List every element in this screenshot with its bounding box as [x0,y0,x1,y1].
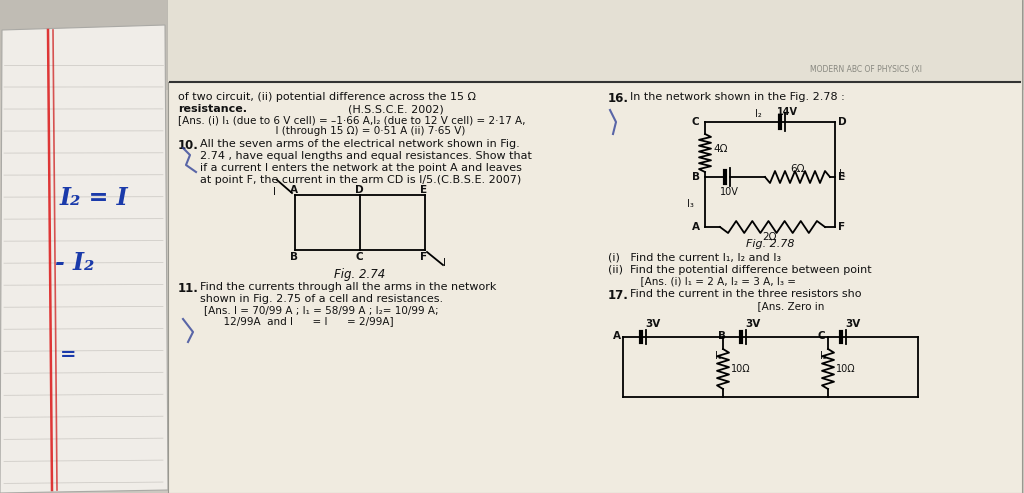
Text: 11.: 11. [178,282,199,295]
Text: I₂: I₂ [755,109,762,119]
Text: shown in Fig. 2.75 of a cell and resistances.: shown in Fig. 2.75 of a cell and resista… [200,294,443,304]
Text: C: C [818,331,825,341]
Text: [Ans. (i) I₁ = 2 A, I₂ = 3 A, I₃ =: [Ans. (i) I₁ = 2 A, I₂ = 3 A, I₃ = [608,276,796,286]
Text: (i)   Find the current I₁, I₂ and I₃: (i) Find the current I₁, I₂ and I₃ [608,253,781,263]
Polygon shape [168,0,1022,82]
Text: D: D [838,117,847,127]
Text: B: B [692,172,700,182]
Text: I: I [273,187,276,197]
Text: 14V: 14V [777,107,798,117]
Text: =: = [60,346,77,364]
Text: 6Ω: 6Ω [790,164,805,174]
Text: - I₂: - I₂ [55,251,94,275]
Text: E: E [421,185,428,195]
Text: of two circuit, (ii) potential difference across the 15 Ω: of two circuit, (ii) potential differenc… [178,92,476,102]
Text: 10Ω: 10Ω [836,364,856,374]
Text: resistance.: resistance. [178,104,247,114]
Text: Find the current in the three resistors sho: Find the current in the three resistors … [630,289,861,299]
Text: 10.: 10. [178,139,199,152]
Text: I: I [443,258,446,268]
Text: 4Ω: 4Ω [713,144,727,154]
Text: [Ans. I = 70/99 A ; I₁ = 58/99 A ; I₂= 10/99 A;: [Ans. I = 70/99 A ; I₁ = 58/99 A ; I₂= 1… [178,305,438,315]
Text: 10V: 10V [720,187,739,197]
Text: 10Ω: 10Ω [731,364,751,374]
Text: I₂: I₂ [820,351,826,361]
Text: All the seven arms of the electrical network shown in Fig.: All the seven arms of the electrical net… [200,139,520,149]
Text: F: F [838,222,845,232]
Text: 3V: 3V [745,319,761,329]
Text: I₃: I₃ [687,199,694,209]
Text: 2.74 , have equal lengths and equal resistances. Show that: 2.74 , have equal lengths and equal resi… [200,151,531,161]
Text: E: E [838,172,845,182]
Polygon shape [0,25,168,493]
Text: (ii)  Find the potential difference between point: (ii) Find the potential difference betwe… [608,265,871,275]
Text: Find the currents through all the arms in the network: Find the currents through all the arms i… [200,282,497,292]
Text: at point F, the current in the arm CD is I/5.(C.B.S.E. 2007): at point F, the current in the arm CD is… [200,175,521,185]
Text: I₁: I₁ [839,169,846,179]
Text: if a current I enters the network at the point A and leaves: if a current I enters the network at the… [200,163,522,173]
Text: 12/99A  and I      = I      = 2/99A]: 12/99A and I = I = 2/99A] [178,316,393,326]
Text: MODERN ABC OF PHYSICS (XI: MODERN ABC OF PHYSICS (XI [810,65,922,74]
Polygon shape [0,90,1024,493]
Text: (H.S.S.C.E. 2002): (H.S.S.C.E. 2002) [348,104,443,114]
Text: 3V: 3V [846,319,860,329]
Text: F: F [421,252,428,262]
Text: I (through 15 Ω) = 0·51 A (ii) 7·65 V): I (through 15 Ω) = 0·51 A (ii) 7·65 V) [178,126,465,136]
Text: I₁: I₁ [715,351,722,361]
Text: D: D [354,185,364,195]
Polygon shape [168,0,1022,493]
Text: B: B [718,331,726,341]
Text: A: A [290,185,298,195]
Text: Fig. 2.74: Fig. 2.74 [335,268,386,281]
Text: A: A [613,331,621,341]
Text: 2Ω: 2Ω [762,232,776,242]
Text: B: B [290,252,298,262]
Text: C: C [692,117,699,127]
Text: A: A [692,222,700,232]
Text: [Ans. (i) I₁ (due to 6 V cell) = –1·66 A,I₂ (due to 12 V cell) = 2·17 A,: [Ans. (i) I₁ (due to 6 V cell) = –1·66 A… [178,115,525,125]
Text: Fig. 2.78: Fig. 2.78 [745,239,795,249]
Text: In the network shown in the Fig. 2.78 :: In the network shown in the Fig. 2.78 : [630,92,845,102]
Text: [Ans. Zero in: [Ans. Zero in [608,301,827,311]
Text: 3V: 3V [645,319,660,329]
Text: 16.: 16. [608,92,629,105]
Text: C: C [355,252,362,262]
Text: I₂ = I: I₂ = I [60,186,129,210]
Polygon shape [0,0,1024,90]
Text: 17.: 17. [608,289,629,302]
